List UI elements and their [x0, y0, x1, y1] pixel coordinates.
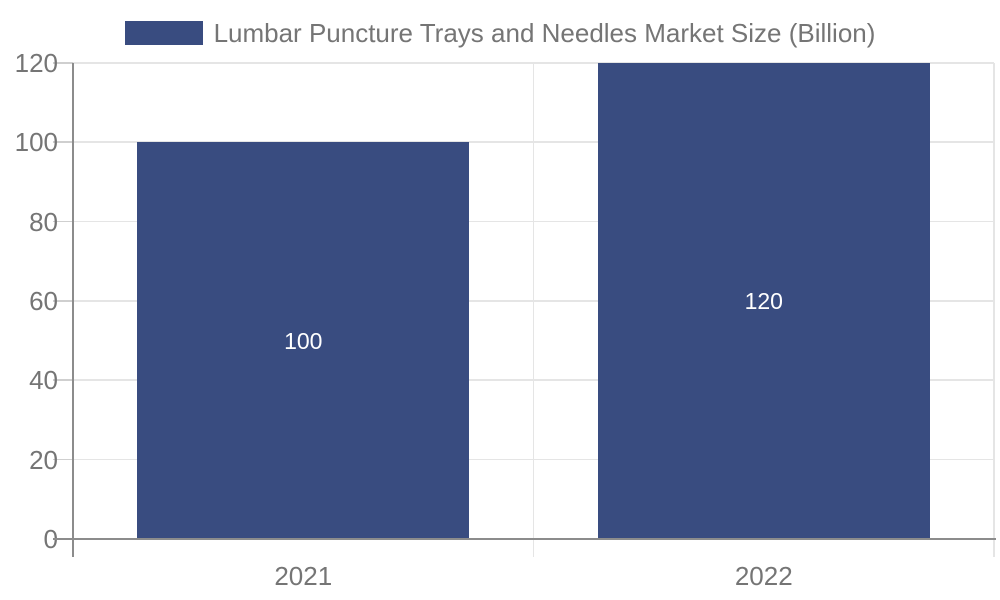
category-boundary-line — [532, 63, 534, 557]
x-axis-line — [53, 538, 996, 540]
legend-label: Lumbar Puncture Trays and Needles Market… — [213, 17, 876, 48]
y-tick — [53, 141, 73, 143]
y-tick-label: 40 — [29, 365, 58, 396]
bar-value-label: 100 — [284, 327, 323, 354]
y-tick-label: 80 — [29, 206, 58, 237]
bar — [137, 142, 470, 539]
bar — [597, 63, 930, 539]
y-tick-label: 60 — [29, 286, 58, 316]
y-tick — [53, 62, 73, 64]
bar-value-label: 120 — [744, 288, 783, 314]
y-tick-label: 100 — [14, 127, 58, 158]
y-tick-label: 20 — [29, 444, 58, 475]
x-tick-label: 2021 — [274, 561, 333, 591]
y-tick — [53, 300, 73, 302]
x-tick-label: 2022 — [734, 561, 793, 591]
y-tick-label: 0 — [43, 524, 58, 554]
y-axis-line — [72, 63, 74, 557]
y-tick — [53, 379, 73, 381]
legend-swatch — [124, 21, 203, 45]
y-tick — [53, 220, 73, 223]
gridline — [73, 62, 994, 64]
y-tick-label: 120 — [14, 48, 58, 78]
y-tick — [53, 458, 73, 461]
legend: Lumbar Puncture Trays and Needles Market… — [0, 12, 1000, 54]
category-boundary-line — [993, 63, 995, 557]
